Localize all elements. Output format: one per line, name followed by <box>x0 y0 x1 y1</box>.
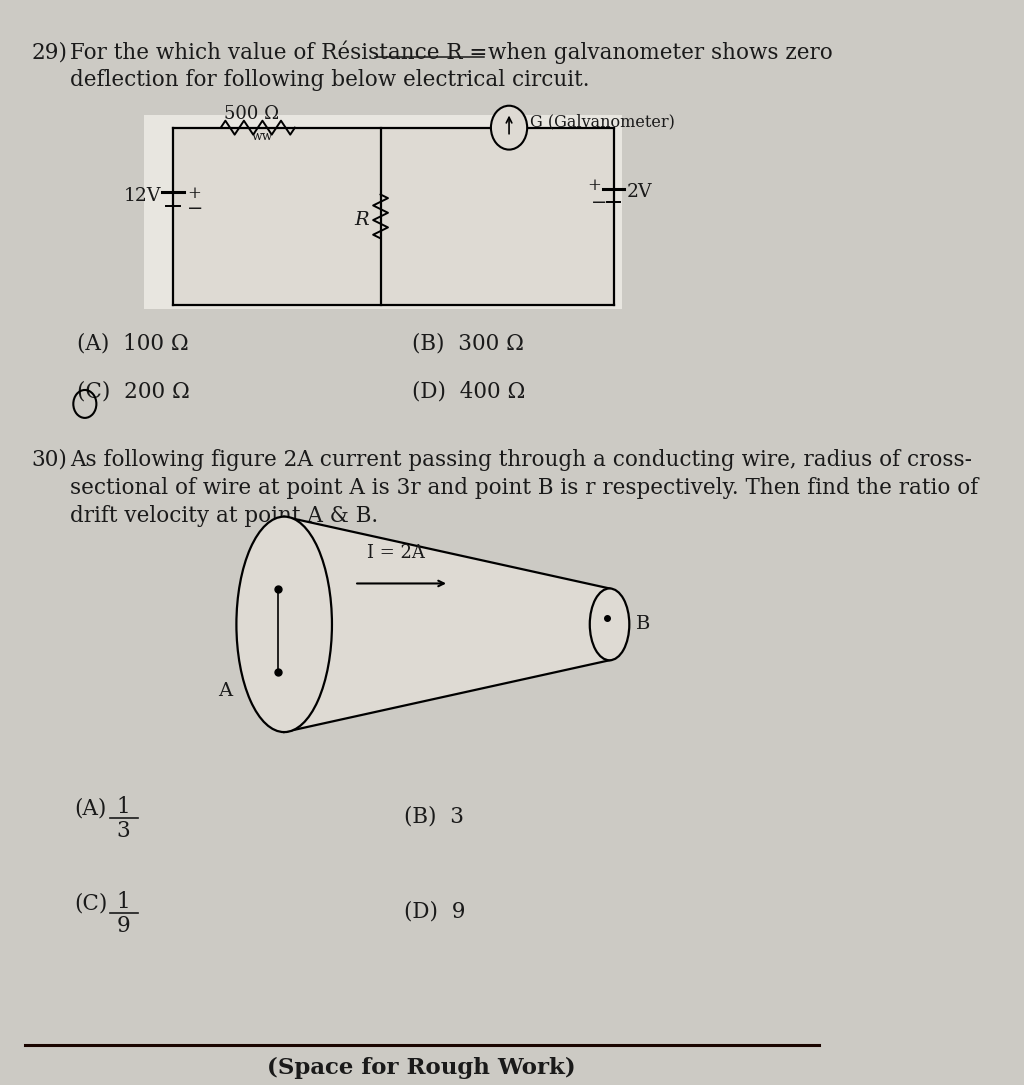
Text: 12V: 12V <box>124 188 161 205</box>
Text: 2V: 2V <box>627 183 652 202</box>
Text: As following figure 2A current passing through a conducting wire, radius of cros: As following figure 2A current passing t… <box>70 449 972 471</box>
Text: +: + <box>187 184 201 202</box>
Text: (C): (C) <box>74 893 108 915</box>
Ellipse shape <box>237 516 332 732</box>
Text: (A): (A) <box>74 797 106 820</box>
Text: (D)  9: (D) 9 <box>403 901 465 922</box>
Text: (B)  300 Ω: (B) 300 Ω <box>412 332 524 354</box>
Text: R: R <box>354 212 369 229</box>
FancyBboxPatch shape <box>144 115 622 309</box>
Text: +: + <box>588 177 601 193</box>
Polygon shape <box>285 516 630 732</box>
Text: −: − <box>187 201 204 218</box>
Text: I = 2A: I = 2A <box>367 544 424 562</box>
Bar <box>173 128 613 305</box>
Text: 30): 30) <box>32 449 68 471</box>
Text: 500 Ω: 500 Ω <box>224 104 280 123</box>
Text: ww: ww <box>252 130 273 142</box>
Text: (C)  200 Ω: (C) 200 Ω <box>77 380 189 403</box>
Circle shape <box>490 105 527 150</box>
Text: 29): 29) <box>32 42 68 64</box>
Text: (B)  3: (B) 3 <box>403 806 464 828</box>
Text: (Space for Rough Work): (Space for Rough Work) <box>267 1057 577 1080</box>
Text: (A)  100 Ω: (A) 100 Ω <box>77 332 188 354</box>
Text: drift velocity at point A & B.: drift velocity at point A & B. <box>70 505 378 526</box>
Text: G (Galvanometer): G (Galvanometer) <box>530 113 676 130</box>
Text: −: − <box>591 194 607 213</box>
Text: sectional of wire at point A is 3r and point B is r respectively. Then find the : sectional of wire at point A is 3r and p… <box>70 476 978 499</box>
Text: 9: 9 <box>117 915 130 936</box>
Text: when galvanometer shows zero: when galvanometer shows zero <box>488 42 834 64</box>
Text: 3r: 3r <box>239 611 260 628</box>
Text: (D)  400 Ω: (D) 400 Ω <box>412 380 525 403</box>
Text: B: B <box>636 615 650 634</box>
Text: deflection for following below electrical circuit.: deflection for following below electrica… <box>70 68 590 91</box>
Text: A: A <box>218 682 232 700</box>
Ellipse shape <box>590 588 630 661</box>
Text: 1: 1 <box>117 796 130 818</box>
Text: 1: 1 <box>117 891 130 912</box>
Text: r: r <box>594 607 602 624</box>
Text: For the which value of Résistance R =: For the which value of Résistance R = <box>70 42 487 64</box>
Text: 3: 3 <box>117 820 130 842</box>
